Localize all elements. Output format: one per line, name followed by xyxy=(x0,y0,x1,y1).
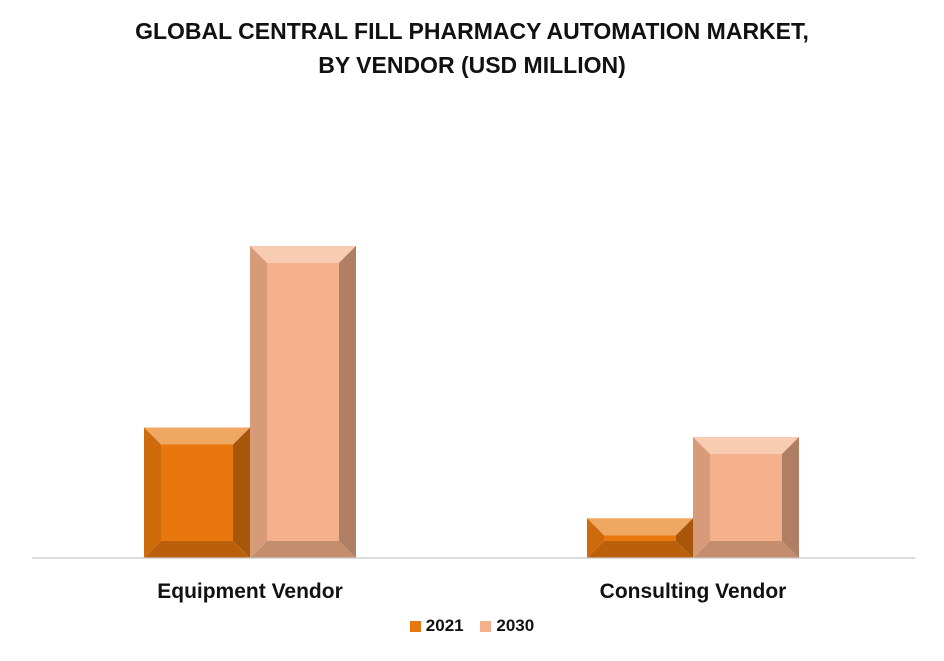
bar-2021-consulting-vendor-right-bevel xyxy=(676,518,693,558)
bar-2030-consulting-vendor xyxy=(693,436,799,558)
legend-swatch-2030 xyxy=(480,620,492,632)
bars-group xyxy=(144,245,799,558)
bar-2021-equipment-vendor-top-bevel xyxy=(144,427,250,445)
chart-title-line-2: BY VENDOR (USD MILLION) xyxy=(318,52,626,78)
bar-2030-consulting-vendor-bottom-bevel xyxy=(693,541,799,558)
bar-2021-equipment-vendor-left-bevel xyxy=(144,427,161,558)
legend-label-2030: 2030 xyxy=(496,616,535,635)
bar-2021-consulting-vendor xyxy=(587,518,693,558)
chart-title-line-1: GLOBAL CENTRAL FILL PHARMACY AUTOMATION … xyxy=(135,18,809,44)
bar-2030-equipment-vendor xyxy=(250,245,356,558)
bar-2021-consulting-vendor-left-bevel xyxy=(587,518,604,558)
bar-2021-consulting-vendor-bottom-bevel xyxy=(587,541,693,558)
bar-2030-equipment-vendor-left-bevel xyxy=(250,245,267,558)
legend-label-2021: 2021 xyxy=(425,616,464,635)
legend: 2021 2030 xyxy=(0,616,944,637)
bar-2021-consulting-vendor-top-bevel xyxy=(587,518,693,536)
category-label-consulting-vendor: Consulting Vendor xyxy=(600,580,787,603)
legend-item-2030: 2030 xyxy=(480,616,534,636)
chart-title: GLOBAL CENTRAL FILL PHARMACY AUTOMATION … xyxy=(0,14,944,82)
bar-2030-equipment-vendor-face xyxy=(267,262,339,541)
bar-2030-consulting-vendor-right-bevel xyxy=(782,436,799,558)
bar-2021-equipment-vendor-face xyxy=(161,444,233,541)
bar-2030-equipment-vendor-right-bevel xyxy=(339,245,356,558)
legend-item-2021: 2021 xyxy=(409,616,464,636)
bar-2030-consulting-vendor-face xyxy=(710,453,782,541)
legend-swatch-2021 xyxy=(409,620,421,632)
bar-2030-consulting-vendor-top-bevel xyxy=(693,436,799,454)
bar-2030-consulting-vendor-left-bevel xyxy=(693,436,710,558)
bar-2021-equipment-vendor-bottom-bevel xyxy=(144,541,250,558)
bar-2021-equipment-vendor xyxy=(144,427,250,558)
category-label-equipment-vendor: Equipment Vendor xyxy=(157,580,343,603)
bar-2021-consulting-vendor-face xyxy=(604,535,676,541)
bar-2030-equipment-vendor-bottom-bevel xyxy=(250,541,356,558)
bar-2030-equipment-vendor-top-bevel xyxy=(250,245,356,263)
bar-2021-equipment-vendor-right-bevel xyxy=(233,427,250,558)
